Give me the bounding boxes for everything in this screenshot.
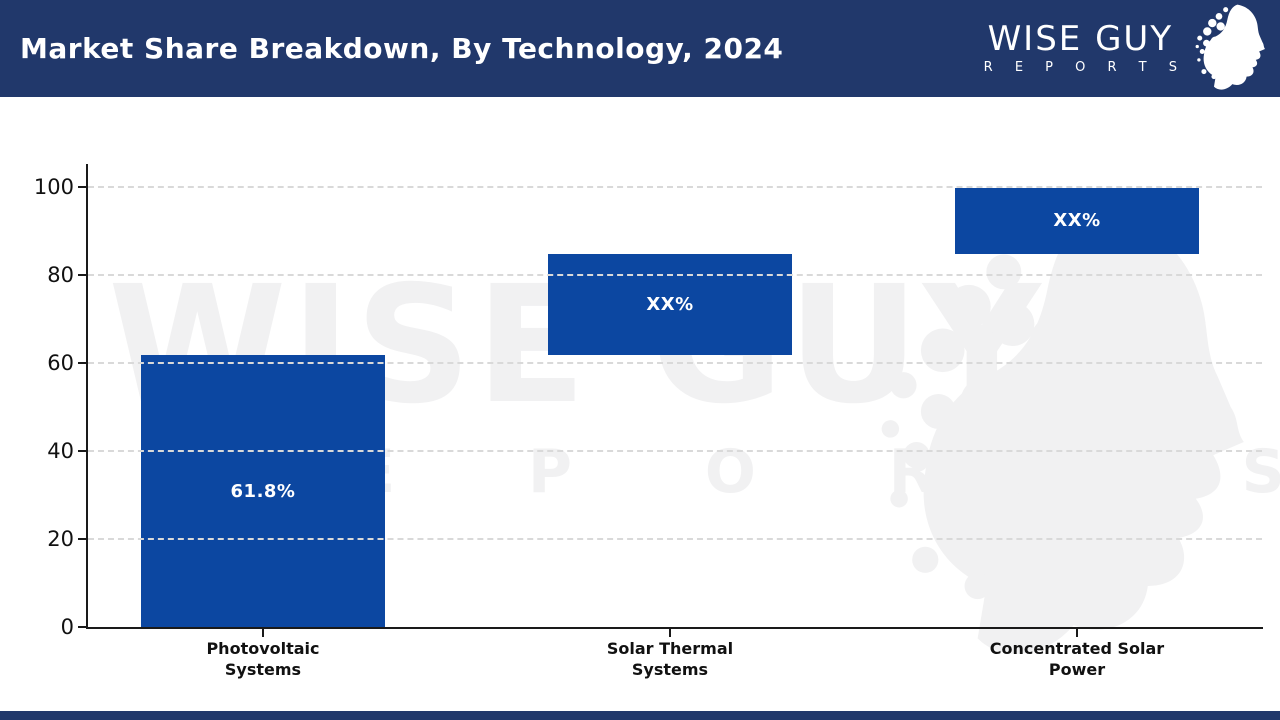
gridline — [88, 274, 1262, 276]
x-axis-line — [86, 627, 1263, 629]
gridline — [88, 450, 1262, 452]
x-axis-category-label: Solar Thermal Systems — [606, 639, 734, 679]
brand-name: WISE GUY — [987, 19, 1174, 59]
x-axis-tick-mark — [1076, 629, 1078, 637]
bar-value-label: 61.8% — [230, 480, 296, 502]
footer-bar — [0, 711, 1280, 720]
y-axis-tick-label: 20 — [47, 527, 74, 551]
x-axis-category-label: Photovoltaic Systems — [206, 639, 320, 679]
dotted-head-profile-icon — [1195, 4, 1265, 90]
brand-subtitle: R E P O R T S — [983, 60, 1186, 75]
header-bar: Market Share Breakdown, By Technology, 2… — [0, 0, 1280, 97]
x-axis-tick-mark — [669, 629, 671, 637]
gridline — [88, 186, 1262, 188]
bar-solar-thermal-systems: XX% — [548, 253, 792, 356]
x-axis-tick-mark — [262, 629, 264, 637]
brand-logo: WISE GUY R E P O R T S — [975, 3, 1280, 95]
page-title: Market Share Breakdown, By Technology, 2… — [20, 32, 784, 65]
x-axis-category-label: Concentrated Solar Power — [989, 639, 1165, 679]
bar-concentrated-solar-power: XX% — [955, 187, 1199, 254]
bar-photovoltaic-systems: 61.8% — [141, 355, 385, 627]
y-axis-tick-mark — [78, 362, 86, 364]
y-axis-line — [86, 164, 88, 629]
gridline — [88, 538, 1262, 540]
y-axis-tick-mark — [78, 450, 86, 452]
y-axis-tick-mark — [78, 274, 86, 276]
brand-logo-text: WISE GUY R E P O R T S — [975, 22, 1186, 75]
y-axis-tick-mark — [78, 186, 86, 188]
y-axis-tick-label: 60 — [47, 351, 74, 375]
y-axis-tick-mark — [78, 538, 86, 540]
y-axis-tick-label: 100 — [33, 175, 74, 199]
bar-value-label: XX% — [646, 293, 694, 315]
y-axis-tick-mark — [78, 626, 86, 628]
y-axis-tick-label: 40 — [47, 439, 74, 463]
y-axis-tick-label: 80 — [47, 263, 74, 287]
gridline — [88, 362, 1262, 364]
bar-value-label: XX% — [1053, 210, 1101, 232]
y-axis-tick-label: 0 — [60, 615, 74, 639]
